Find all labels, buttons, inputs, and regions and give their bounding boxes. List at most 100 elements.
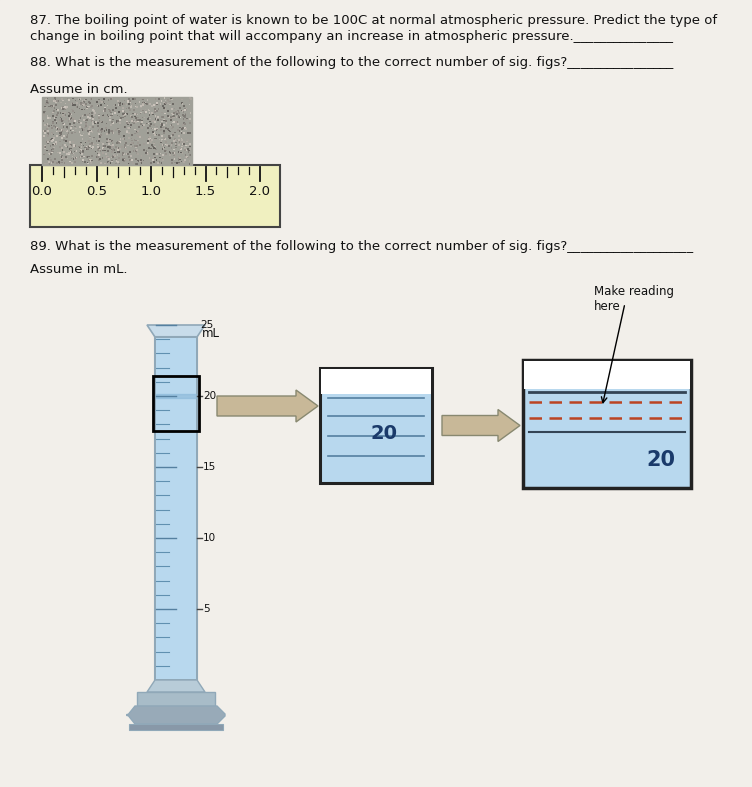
Point bbox=[138, 96, 150, 109]
Point bbox=[158, 102, 170, 114]
Point bbox=[174, 102, 186, 114]
Point bbox=[109, 150, 121, 162]
Point bbox=[86, 154, 98, 167]
Point bbox=[53, 141, 65, 153]
Point bbox=[106, 125, 118, 138]
Point bbox=[83, 112, 96, 124]
Point bbox=[85, 101, 97, 113]
Point bbox=[86, 138, 99, 150]
Point bbox=[47, 138, 59, 150]
Point bbox=[165, 139, 177, 152]
Point bbox=[61, 124, 73, 137]
Point bbox=[180, 109, 192, 121]
Point bbox=[61, 131, 73, 143]
Point bbox=[38, 148, 50, 161]
Point bbox=[92, 93, 105, 105]
Point bbox=[46, 127, 58, 139]
Point bbox=[59, 157, 71, 169]
Point bbox=[47, 107, 59, 120]
Point bbox=[179, 144, 191, 157]
Point bbox=[102, 145, 114, 157]
Point bbox=[176, 126, 188, 139]
Point bbox=[110, 141, 122, 153]
Point bbox=[50, 138, 62, 150]
Point bbox=[104, 114, 116, 127]
Point bbox=[153, 114, 165, 127]
Point bbox=[162, 95, 174, 108]
Point bbox=[131, 126, 143, 139]
Point bbox=[40, 101, 52, 113]
Point bbox=[59, 109, 71, 121]
Point bbox=[104, 142, 116, 154]
Point bbox=[144, 106, 156, 119]
Point bbox=[171, 108, 183, 120]
Point bbox=[174, 135, 186, 148]
Point bbox=[133, 155, 145, 168]
Point bbox=[164, 125, 176, 138]
Point bbox=[171, 135, 183, 148]
Point bbox=[106, 109, 118, 122]
Point bbox=[75, 141, 87, 153]
Point bbox=[66, 127, 78, 139]
Point bbox=[41, 96, 53, 109]
Point bbox=[68, 153, 80, 165]
Point bbox=[62, 115, 74, 127]
Point bbox=[159, 133, 171, 146]
Point bbox=[113, 146, 125, 158]
Point bbox=[130, 141, 142, 153]
Point bbox=[45, 119, 57, 131]
Point bbox=[83, 126, 96, 139]
Point bbox=[155, 136, 167, 149]
Point bbox=[97, 105, 109, 117]
Point bbox=[56, 131, 68, 144]
Point bbox=[94, 145, 106, 157]
Point bbox=[135, 156, 147, 168]
Point bbox=[56, 117, 68, 130]
Point bbox=[171, 157, 183, 170]
Point bbox=[134, 96, 146, 109]
Point bbox=[88, 105, 100, 117]
Point bbox=[73, 116, 85, 129]
Point bbox=[179, 102, 191, 115]
Point bbox=[132, 111, 144, 124]
Point bbox=[149, 123, 161, 135]
Point bbox=[178, 100, 190, 113]
Point bbox=[158, 131, 170, 144]
Polygon shape bbox=[147, 325, 205, 337]
Point bbox=[66, 119, 78, 131]
Point bbox=[107, 117, 119, 130]
Point bbox=[154, 147, 166, 160]
Point bbox=[162, 110, 174, 123]
Point bbox=[92, 99, 104, 112]
Point bbox=[66, 114, 78, 127]
Bar bbox=[153, 376, 199, 431]
Point bbox=[150, 113, 162, 125]
Point bbox=[97, 110, 109, 123]
Point bbox=[47, 142, 59, 155]
Point bbox=[102, 135, 114, 148]
Point bbox=[150, 113, 162, 125]
Point bbox=[47, 128, 59, 141]
Point bbox=[162, 109, 174, 122]
Point bbox=[73, 140, 85, 153]
Point bbox=[147, 139, 159, 151]
Point bbox=[56, 93, 68, 105]
Point bbox=[51, 95, 63, 108]
Point bbox=[80, 142, 92, 154]
Point bbox=[158, 96, 170, 109]
Point bbox=[148, 98, 160, 111]
Point bbox=[59, 98, 71, 110]
Point bbox=[137, 98, 149, 111]
Point bbox=[142, 111, 154, 124]
Point bbox=[149, 128, 161, 141]
Point bbox=[183, 140, 196, 153]
Point bbox=[50, 116, 62, 129]
Point bbox=[144, 115, 156, 127]
Point bbox=[168, 147, 180, 160]
Point bbox=[44, 148, 56, 161]
Point bbox=[126, 113, 138, 125]
Point bbox=[121, 122, 133, 135]
Point bbox=[146, 100, 158, 113]
Point bbox=[144, 136, 156, 149]
Point bbox=[156, 133, 168, 146]
